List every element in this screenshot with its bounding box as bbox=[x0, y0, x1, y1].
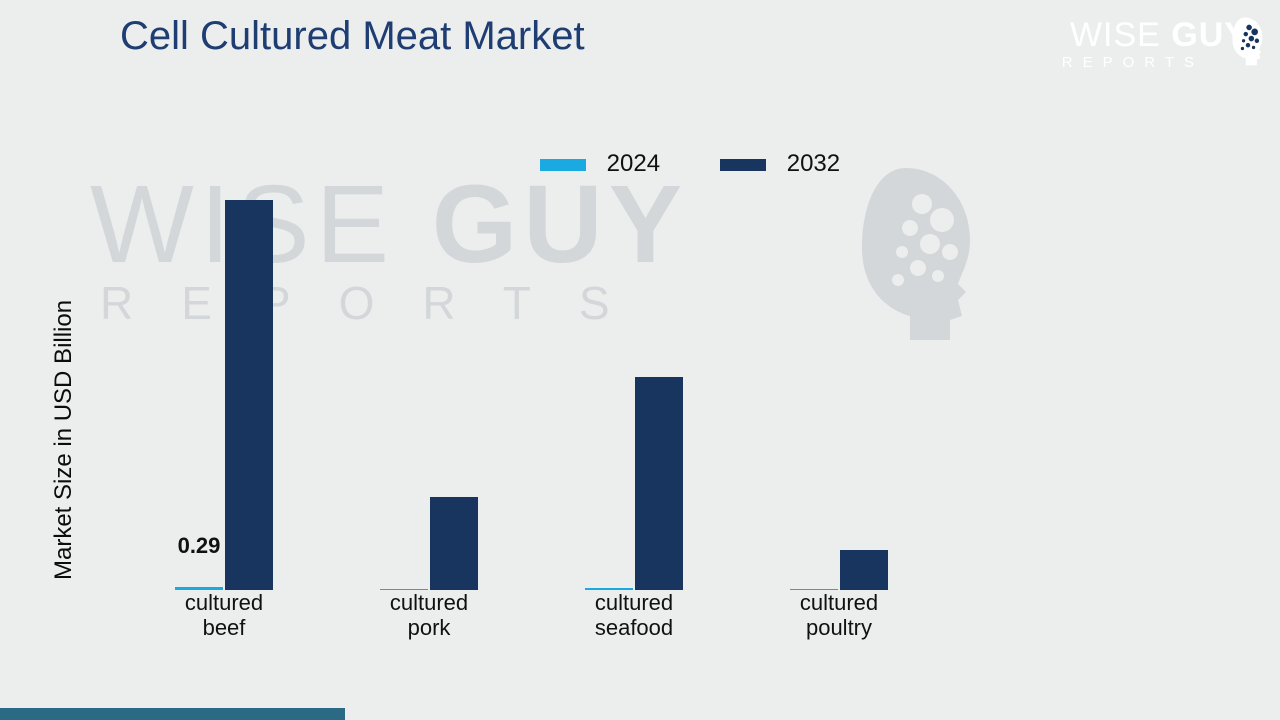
x-category-label: culturedbeef bbox=[149, 590, 299, 641]
legend-item-2024: 2024 bbox=[540, 150, 660, 178]
bar-group bbox=[790, 190, 940, 590]
legend-label-2024: 2024 bbox=[607, 150, 660, 177]
y-axis-label: Market Size in USD Billion bbox=[50, 300, 78, 580]
x-axis: culturedbeef culturedpork culturedseafood c… bbox=[140, 590, 960, 650]
x-category-label: culturedpoultry bbox=[764, 590, 914, 641]
bar-chart: Market Size in USD Billion 2024 2032 0.2… bbox=[60, 150, 960, 660]
bar-2032 bbox=[430, 497, 478, 590]
legend: 2024 2032 bbox=[540, 150, 840, 178]
bottom-accent-strip bbox=[0, 708, 345, 720]
bar-2032 bbox=[840, 550, 888, 590]
brand-head-icon bbox=[1218, 14, 1268, 72]
bar-group: 0.29 bbox=[175, 190, 325, 590]
legend-swatch-2024 bbox=[540, 159, 586, 171]
x-category-label: culturedseafood bbox=[559, 590, 709, 641]
brand-part1: WISE bbox=[1070, 16, 1161, 54]
bar-group bbox=[380, 190, 530, 590]
bar-2032 bbox=[635, 377, 683, 590]
bar-group bbox=[585, 190, 735, 590]
x-category-label: culturedpork bbox=[354, 590, 504, 641]
bar-value-label: 0.29 bbox=[178, 533, 221, 559]
legend-label-2032: 2032 bbox=[787, 150, 840, 177]
bar-2032 bbox=[225, 200, 273, 590]
legend-swatch-2032 bbox=[720, 159, 766, 171]
chart-title: Cell Cultured Meat Market bbox=[120, 14, 585, 59]
chart-stage: Cell Cultured Meat Market WISE GUY REPOR… bbox=[0, 0, 1280, 720]
brand-sub: REPORTS bbox=[1062, 54, 1204, 71]
plot-area: 0.29 bbox=[140, 190, 960, 590]
legend-item-2032: 2032 bbox=[720, 150, 840, 178]
